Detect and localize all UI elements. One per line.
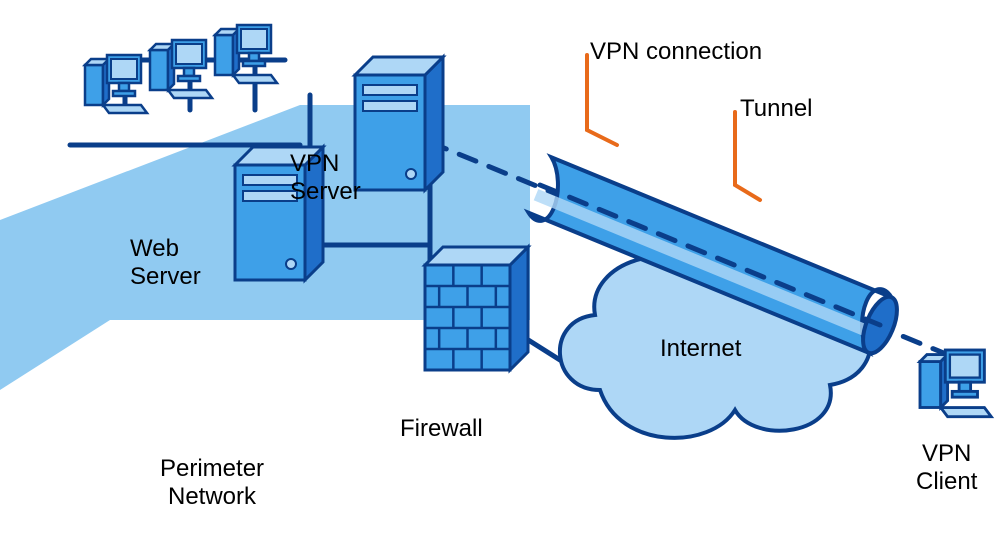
callout-line [735,112,760,200]
label-tunnel: Tunnel [740,95,813,123]
label-vpn-connection: VPN connection [590,38,762,66]
vpn-client-icon [920,350,991,417]
firewall-icon [425,247,528,370]
label-web-server: Web Server [130,235,201,290]
label-vpn-server: VPN Server [290,150,361,205]
label-vpn-client: VPN Client [916,440,977,495]
label-internet: Internet [660,335,741,363]
callout-line [587,55,617,145]
label-perimeter-network: Perimeter Network [160,455,264,510]
workstation-icon [150,40,212,98]
label-firewall: Firewall [400,415,483,443]
workstation-icon [85,55,147,113]
workstation-icon [215,25,277,83]
vpn-server-icon [355,57,443,190]
